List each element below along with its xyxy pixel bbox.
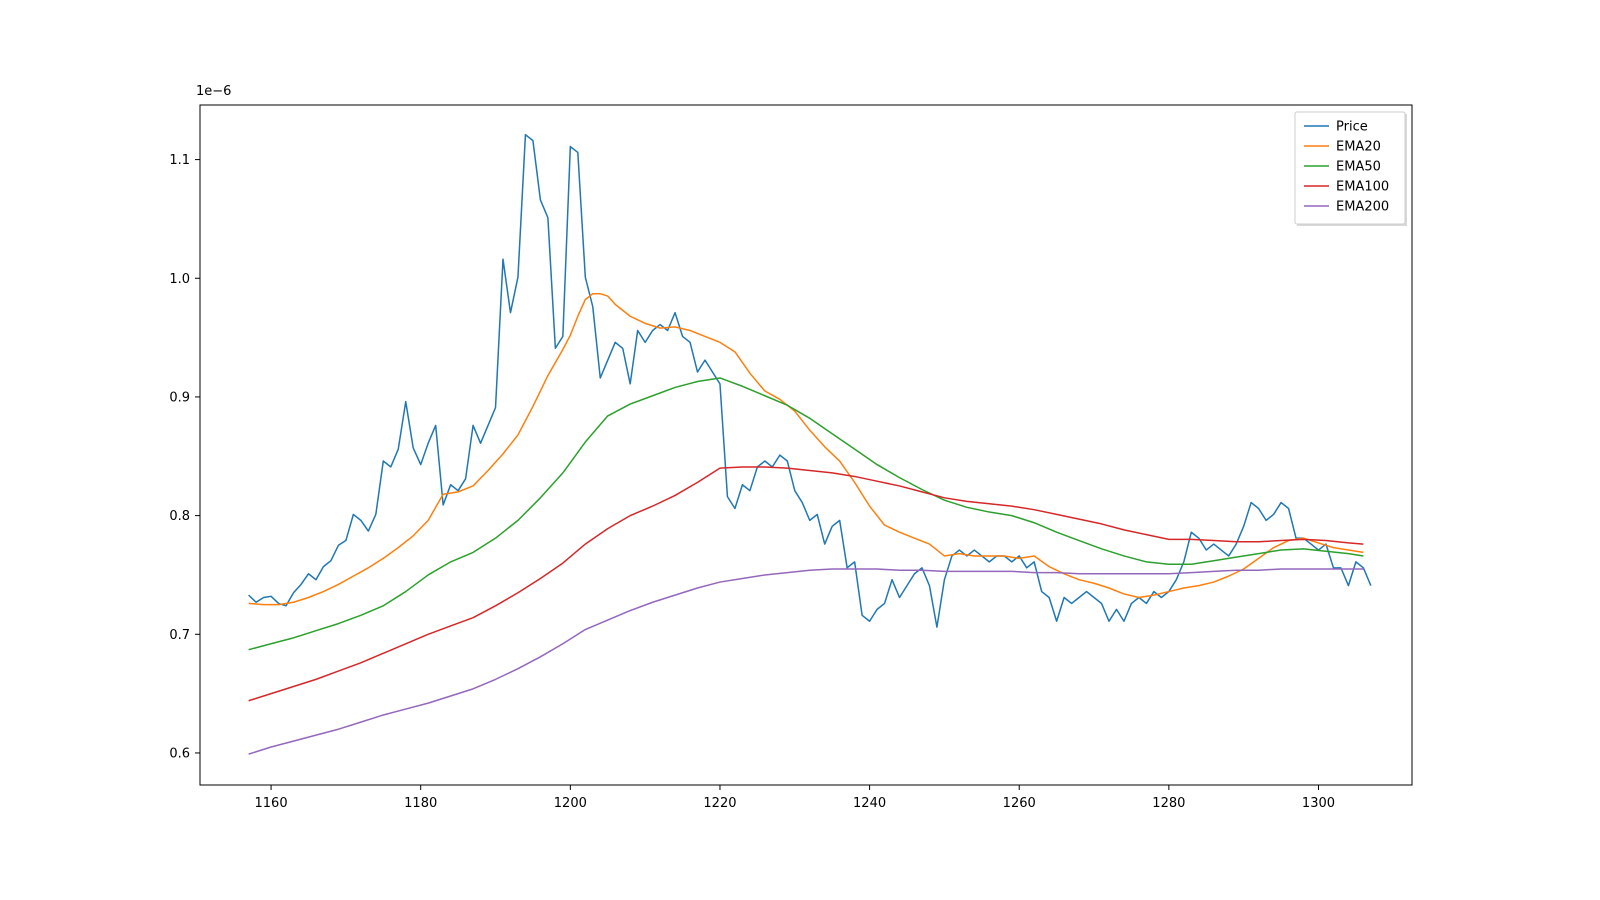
legend-label-price: Price [1336,120,1368,135]
series-line-ema50 [248,377,1364,651]
series-line-price [248,133,1372,628]
y-tick-label: 1.1 [169,153,190,168]
plot-area [248,133,1372,755]
y-tick-label: 0.6 [169,746,190,761]
legend-label-ema200: EMA200 [1336,200,1389,215]
legend-label-ema50: EMA50 [1336,160,1381,175]
y-tick-label: 0.7 [169,628,190,643]
series-line-ema100 [248,466,1364,702]
legend-label-ema100: EMA100 [1336,180,1389,195]
legend: Price EMA20 EMA50 EMA100 EMA200 [1294,111,1407,226]
x-tick-label: 1260 [1003,796,1036,811]
y-tick-label: 1.0 [169,272,190,287]
legend-label-ema20: EMA20 [1336,140,1381,155]
y-tick-label: 0.8 [169,509,190,524]
series-line-ema200 [248,568,1364,755]
x-tick-label: 1240 [853,796,886,811]
x-tick-label: 1160 [255,796,288,811]
series-line-ema20 [248,292,1364,606]
axes-spines [199,104,1413,786]
y-axis-offset-text: 1e−6 [196,84,231,99]
x-tick-label: 1300 [1302,796,1335,811]
x-tick-label: 1280 [1152,796,1185,811]
x-tick-label: 1180 [404,796,437,811]
x-tick-label: 1220 [703,796,736,811]
tick-group: 1160 1180 1200 1220 1240 1260 1280 1300 0.6 0.7 0.… [169,153,1335,811]
legend-frame [1294,111,1406,225]
y-tick-label: 0.9 [169,390,190,405]
x-tick-label: 1200 [554,796,587,811]
